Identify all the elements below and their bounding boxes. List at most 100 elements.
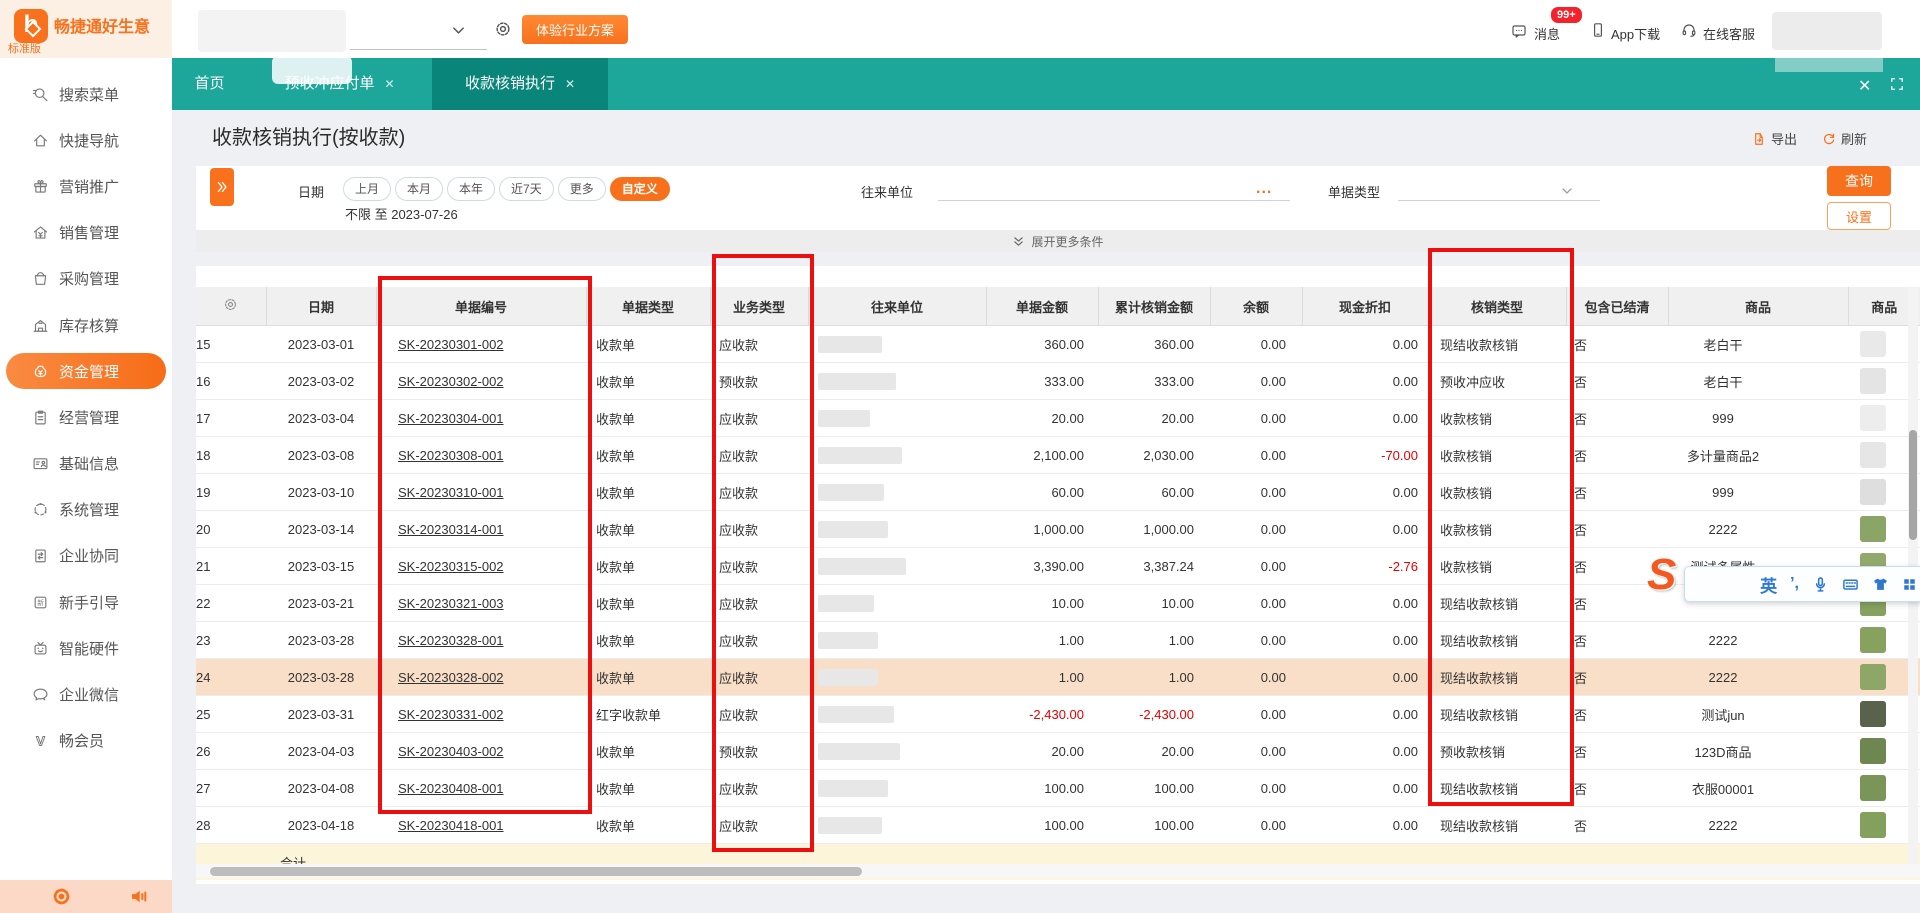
- date-pill-2[interactable]: 本月: [395, 177, 444, 201]
- sidebar-item-4[interactable]: 销售管理: [0, 214, 172, 250]
- sidebar-item-14[interactable]: 企业微信: [0, 676, 172, 712]
- doc-no-link[interactable]: SK-20230302-002: [398, 373, 504, 389]
- doc-type-select[interactable]: [1398, 176, 1600, 201]
- table-row[interactable]: 15 2023-03-01 SK-20230301-002 收款单 应收款 360.00 3…: [196, 325, 1920, 363]
- sidebar-item-6[interactable]: 库存核算: [0, 307, 172, 343]
- phone-icon[interactable]: [1590, 22, 1606, 38]
- product-thumbnail[interactable]: [1860, 701, 1886, 727]
- sidebar-settings-gear-icon[interactable]: [52, 887, 71, 906]
- table-row[interactable]: 16 2023-03-02 SK-20230302-002 收款单 预收款 333.00 3…: [196, 362, 1920, 400]
- chevron-down-icon[interactable]: [451, 23, 466, 38]
- product-thumbnail[interactable]: [1860, 775, 1886, 801]
- tab-1[interactable]: 首页: [172, 58, 247, 110]
- product-thumbnail[interactable]: [1860, 405, 1886, 431]
- tab-close-icon[interactable]: ✕: [564, 77, 576, 91]
- refresh-button[interactable]: 刷新: [1822, 129, 1867, 148]
- expand-more-conditions[interactable]: 展开更多条件: [196, 230, 1920, 252]
- headset-icon[interactable]: [1681, 22, 1697, 38]
- sidebar-item-1[interactable]: 搜索菜单: [0, 76, 172, 112]
- gear-icon[interactable]: [494, 20, 512, 38]
- sidebar-item-10[interactable]: 系统管理: [0, 491, 172, 527]
- cell-date: 2023-03-28: [266, 621, 376, 659]
- export-button[interactable]: 导出: [1752, 129, 1797, 148]
- doc-no-link[interactable]: SK-20230331-002: [398, 706, 504, 722]
- party-input[interactable]: [938, 176, 1290, 201]
- product-thumbnail[interactable]: [1860, 368, 1886, 394]
- ime-language-indicator[interactable]: 英: [1760, 576, 1778, 596]
- product-thumbnail[interactable]: [1860, 627, 1886, 653]
- cell-value: 现结收款核销: [1440, 707, 1519, 723]
- product-thumbnail[interactable]: [1860, 812, 1886, 838]
- table-row[interactable]: 23 2023-03-28 SK-20230328-001 收款单 应收款 1.00 1.0…: [196, 621, 1920, 659]
- trial-industry-button[interactable]: 体验行业方案: [522, 15, 629, 44]
- sidebar-item-15[interactable]: V 畅会员: [0, 722, 172, 758]
- column-settings-header[interactable]: [196, 287, 267, 326]
- doc-no-link[interactable]: SK-20230418-001: [398, 817, 504, 833]
- settings-button[interactable]: 设置: [1827, 202, 1891, 230]
- table-row[interactable]: 25 2023-03-31 SK-20230331-002 红字收款单 应收款 -2,43…: [196, 695, 1920, 733]
- horizontal-scrollbar-thumb[interactable]: [210, 867, 862, 876]
- date-pill-3[interactable]: 本年: [447, 177, 496, 201]
- date-pill-4[interactable]: 近7天: [499, 177, 554, 201]
- tab-close-icon[interactable]: ✕: [384, 77, 395, 91]
- ime-toolbox-icon[interactable]: [1902, 577, 1917, 592]
- product-thumbnail[interactable]: [1860, 331, 1886, 357]
- table-row[interactable]: 18 2023-03-08 SK-20230308-001 收款单 应收款 2,100.0…: [196, 436, 1920, 474]
- table-row[interactable]: 21 2023-03-15 SK-20230315-002 收款单 应收款 3,390.0…: [196, 547, 1920, 585]
- table-row[interactable]: 28 2023-04-18 SK-20230418-001 收款单 应收款 100.00 1…: [196, 806, 1920, 844]
- sidebar-item-12[interactable]: 新 新手引导: [0, 584, 172, 620]
- table-row[interactable]: 26 2023-04-03 SK-20230403-002 收款单 预收款 20.00 20…: [196, 732, 1920, 770]
- keyboard-icon[interactable]: [1842, 576, 1859, 593]
- doc-no-link[interactable]: SK-20230308-001: [398, 447, 504, 463]
- microphone-icon[interactable]: [1812, 576, 1829, 593]
- tab-3[interactable]: 收款核销执行 ✕: [432, 58, 608, 110]
- doc-no-link[interactable]: SK-20230304-001: [398, 410, 504, 426]
- table-row[interactable]: 24 2023-03-28 SK-20230328-002 收款单 应收款 1.00 1.0…: [196, 658, 1920, 696]
- close-all-icon[interactable]: ✕: [1858, 78, 1872, 95]
- doc-type-chevron-down-icon[interactable]: [1560, 184, 1574, 198]
- doc-no-link[interactable]: SK-20230328-001: [398, 632, 504, 648]
- sidebar-item-2[interactable]: 快捷导航: [0, 122, 172, 158]
- sidebar-item-7[interactable]: 资金管理: [6, 353, 166, 389]
- top-search-underline[interactable]: [350, 49, 487, 50]
- table-row[interactable]: 27 2023-04-08 SK-20230408-001 收款单 应收款 100.00 1…: [196, 769, 1920, 807]
- table-row[interactable]: 17 2023-03-04 SK-20230304-001 收款单 应收款 20.00 20…: [196, 399, 1920, 437]
- table-row[interactable]: 20 2023-03-14 SK-20230314-001 收款单 应收款 1,000.0…: [196, 510, 1920, 548]
- sidebar-collapse-speaker-icon[interactable]: [129, 887, 148, 906]
- ime-skin-icon[interactable]: [1872, 576, 1889, 593]
- date-pill-custom[interactable]: 自定义: [609, 177, 670, 201]
- product-thumbnail[interactable]: [1860, 479, 1886, 505]
- message-icon[interactable]: [1511, 23, 1527, 39]
- messages-label[interactable]: 消息: [1534, 27, 1561, 42]
- product-thumbnail[interactable]: [1860, 664, 1886, 690]
- product-thumbnail[interactable]: [1860, 738, 1886, 764]
- date-pill-1[interactable]: 上月: [343, 177, 392, 201]
- doc-no-link[interactable]: SK-20230310-001: [398, 484, 504, 500]
- sidebar-item-3[interactable]: 营销推广: [0, 168, 172, 204]
- app-download-label[interactable]: App下载: [1611, 27, 1661, 42]
- doc-no-link[interactable]: SK-20230315-002: [398, 558, 504, 574]
- collapse-filter-button[interactable]: [210, 168, 234, 206]
- doc-no-link[interactable]: SK-20230408-001: [398, 780, 504, 796]
- fullscreen-icon[interactable]: [1890, 77, 1904, 91]
- doc-no-link[interactable]: SK-20230328-002: [398, 669, 504, 685]
- vertical-scrollbar-thumb[interactable]: [1909, 430, 1917, 540]
- doc-no-link[interactable]: SK-20230321-003: [398, 595, 504, 611]
- sidebar-item-5[interactable]: 采购管理: [0, 260, 172, 296]
- product-thumbnail[interactable]: [1860, 442, 1886, 468]
- doc-no-link[interactable]: SK-20230403-002: [398, 743, 504, 759]
- online-service-label[interactable]: 在线客服: [1703, 27, 1756, 42]
- date-pill-5[interactable]: 更多: [557, 177, 606, 201]
- table-row[interactable]: 19 2023-03-10 SK-20230310-001 收款单 应收款 60.00 60…: [196, 473, 1920, 511]
- doc-no-link[interactable]: SK-20230301-002: [398, 336, 504, 352]
- ime-punctuation-toggle[interactable]: ’,: [1790, 575, 1799, 592]
- product-thumbnail[interactable]: [1860, 516, 1886, 542]
- search-button[interactable]: 查询: [1827, 166, 1891, 196]
- sidebar-item-11[interactable]: 企业协同: [0, 537, 172, 573]
- doc-no-link[interactable]: SK-20230314-001: [398, 521, 504, 537]
- sidebar-item-9[interactable]: 基础信息: [0, 445, 172, 481]
- sidebar-item-8[interactable]: 经营管理: [0, 399, 172, 435]
- sidebar-item-13[interactable]: 智能硬件: [0, 630, 172, 666]
- party-more-button[interactable]: ...: [1256, 180, 1273, 197]
- gear-icon[interactable]: [223, 297, 238, 312]
